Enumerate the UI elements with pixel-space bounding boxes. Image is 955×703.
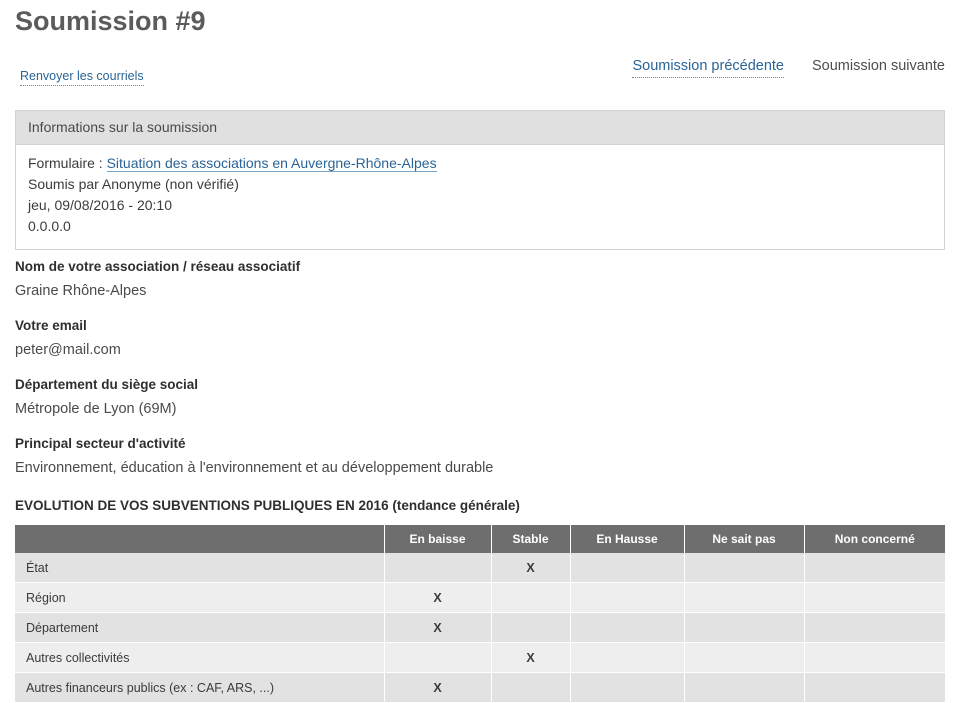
table-row: Autres collectivités X xyxy=(15,642,945,673)
page-title: Soumission #9 xyxy=(15,6,206,36)
field-value: Environnement, éducation à l'environneme… xyxy=(15,460,494,476)
field-label: Principal secteur d'activité xyxy=(15,436,186,451)
row-label: Département xyxy=(15,612,385,643)
cell-ne-sait-pas xyxy=(684,582,805,613)
submission-info-header: Informations sur la soumission xyxy=(16,111,944,145)
cell-en-baisse xyxy=(384,553,492,583)
subsidy-evolution-table: En baisse Stable En Hausse Ne sait pas N… xyxy=(15,525,945,703)
grid-table-head: En baisse Stable En Hausse Ne sait pas N… xyxy=(15,525,945,553)
cell-en-hausse xyxy=(570,642,685,673)
grid-header-en-hausse: En Hausse xyxy=(570,525,685,553)
table-row: Département X xyxy=(15,612,945,643)
table-row: Région X xyxy=(15,582,945,613)
field-email: Votre email peter@mail.com xyxy=(15,317,945,360)
next-submission-link[interactable]: Soumission suivante xyxy=(812,58,945,74)
grid-header-stable: Stable xyxy=(491,525,571,553)
cell-ne-sait-pas xyxy=(684,612,805,643)
cell-stable: X xyxy=(491,553,571,583)
field-department: Département du siège social Métropole de… xyxy=(15,376,945,419)
grid-header-non-concerne: Non concerné xyxy=(804,525,945,553)
cell-non-concerne xyxy=(804,642,945,673)
cell-stable: X xyxy=(491,642,571,673)
row-label: Région xyxy=(15,582,385,613)
cell-ne-sait-pas xyxy=(684,553,805,583)
previous-submission-link[interactable]: Soumission précédente xyxy=(632,57,784,78)
cell-en-hausse xyxy=(570,553,685,583)
cell-en-hausse xyxy=(570,612,685,643)
cell-en-hausse xyxy=(570,582,685,613)
row-label: État xyxy=(15,553,385,583)
cell-en-baisse: X xyxy=(384,672,492,703)
info-line-date: jeu, 09/08/2016 - 20:10 xyxy=(28,197,173,213)
form-link[interactable]: Situation des associations en Auvergne-R… xyxy=(106,155,437,172)
mark: X xyxy=(433,680,442,695)
field-value: Graine Rhône-Alpes xyxy=(15,283,147,299)
submission-pager: Soumission précédente Soumission suivant… xyxy=(632,57,945,78)
field-value: peter@mail.com xyxy=(15,342,121,358)
cell-en-baisse xyxy=(384,642,492,673)
submission-info-box: Informations sur la soumission Formulair… xyxy=(15,110,945,250)
table-row: Autres financeurs publics (ex : CAF, ARS… xyxy=(15,672,945,703)
table-row: État X xyxy=(15,553,945,583)
cell-stable xyxy=(491,672,571,703)
cell-non-concerne xyxy=(804,672,945,703)
mark: X xyxy=(526,560,535,575)
info-line-form: Formulaire : Situation des associations … xyxy=(28,153,932,174)
field-value: Métropole de Lyon (69M) xyxy=(15,401,177,417)
cell-stable xyxy=(491,582,571,613)
mark: X xyxy=(433,590,442,605)
grid-header-en-baisse: En baisse xyxy=(384,525,492,553)
cell-non-concerne xyxy=(804,553,945,583)
cell-non-concerne xyxy=(804,582,945,613)
cell-en-baisse: X xyxy=(384,612,492,643)
cell-stable xyxy=(491,612,571,643)
submission-info-body: Formulaire : Situation des associations … xyxy=(16,145,944,249)
resend-emails-link[interactable]: Renvoyer les courriels xyxy=(20,68,144,86)
grid-table-body: État X Région X Département xyxy=(15,553,945,703)
row-label: Autres collectivités xyxy=(15,642,385,673)
grid-header-rowlabel xyxy=(15,525,385,553)
field-association-name: Nom de votre association / réseau associ… xyxy=(15,258,945,301)
mark: X xyxy=(433,620,442,635)
cell-ne-sait-pas xyxy=(684,642,805,673)
field-sector: Principal secteur d'activité Environneme… xyxy=(15,435,945,478)
cell-en-hausse xyxy=(570,672,685,703)
field-label: Nom de votre association / réseau associ… xyxy=(15,259,301,274)
row-label: Autres financeurs publics (ex : CAF, ARS… xyxy=(15,672,385,703)
submitted-fields: Nom de votre association / réseau associ… xyxy=(15,258,945,478)
cell-non-concerne xyxy=(804,612,945,643)
info-line-ip: 0.0.0.0 xyxy=(28,218,71,234)
grid-table-wrapper: En baisse Stable En Hausse Ne sait pas N… xyxy=(15,525,945,703)
info-line-submitted-by: Soumis par Anonyme (non vérifié) xyxy=(28,176,239,192)
cell-en-baisse: X xyxy=(384,582,492,613)
field-label: Département du siège social xyxy=(15,377,199,392)
grid-header-ne-sait-pas: Ne sait pas xyxy=(684,525,805,553)
mark: X xyxy=(526,650,535,665)
form-label: Formulaire : xyxy=(28,155,103,171)
grid-header-row: En baisse Stable En Hausse Ne sait pas N… xyxy=(15,525,945,553)
field-label: Votre email xyxy=(15,318,87,333)
cell-ne-sait-pas xyxy=(684,672,805,703)
grid-question-title: EVOLUTION DE VOS SUBVENTIONS PUBLIQUES E… xyxy=(15,498,520,513)
